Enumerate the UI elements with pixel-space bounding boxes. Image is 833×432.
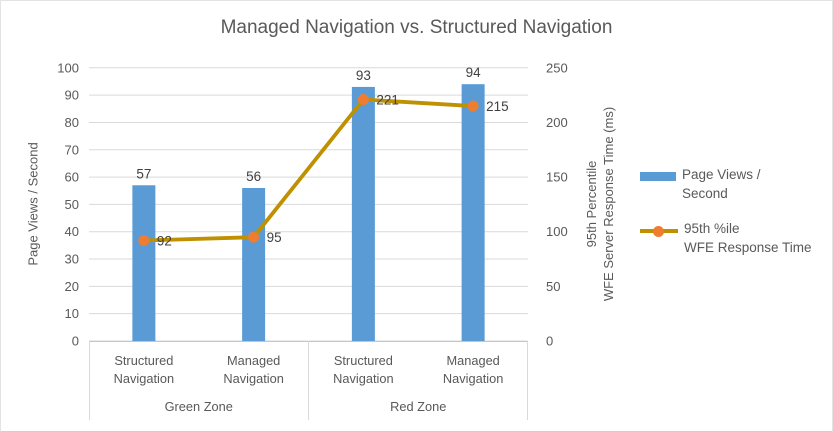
right-axis-tick-label: 0	[546, 334, 553, 349]
category-label: Structured Navigation	[333, 353, 393, 386]
left-axis-tick-label: 10	[65, 306, 79, 321]
line-data-label: 95	[267, 230, 282, 245]
right-axis-title: 95th Percentile WFE Server Response Time…	[583, 54, 617, 354]
right-axis-title-line1: 95th Percentile	[584, 160, 599, 248]
left-axis-tick-label: 70	[65, 142, 79, 157]
legend-entry-page-views: Page Views / Second	[640, 165, 761, 203]
bar-data-label: 93	[356, 68, 371, 83]
left-axis-tick-label: 0	[72, 334, 79, 349]
right-axis-title-line2: WFE Server Response Time (ms)	[601, 106, 616, 302]
bar-data-label: 57	[136, 166, 151, 181]
legend-label-line: Page Views /	[682, 167, 761, 182]
bar	[242, 188, 266, 341]
category-group-label: Green Zone	[165, 399, 233, 414]
category-label: Managed Navigation	[443, 353, 503, 386]
right-axis-tick-label: 250	[546, 60, 568, 75]
left-axis-tick-label: 40	[65, 224, 79, 239]
legend-label-line: WFE Response Time	[684, 240, 812, 255]
line-marker	[248, 231, 260, 243]
line-marker	[138, 234, 150, 246]
left-axis-tick-label: 20	[65, 279, 79, 294]
legend-label-page-views: Page Views / Second	[682, 165, 761, 203]
right-axis-tick-label: 100	[546, 224, 568, 239]
line-data-label: 92	[157, 233, 172, 248]
left-axis-tick-label: 60	[65, 170, 79, 185]
left-axis-tick-label: 50	[65, 197, 79, 212]
left-axis-title: Page Views / Second	[25, 142, 41, 266]
left-axis-tick-label: 80	[65, 115, 79, 130]
chart-title: Managed Navigation vs. Structured Naviga…	[220, 17, 613, 38]
line-data-label: 215	[486, 99, 509, 114]
line-marker	[357, 93, 369, 105]
legend-entry-response-time: 95th %ile WFE Response Time	[640, 219, 812, 257]
left-axis-tick-label: 30	[65, 252, 79, 267]
left-axis-tick-label: 100	[57, 60, 79, 75]
bar	[132, 185, 156, 341]
category-group-label: Red Zone	[390, 399, 446, 414]
legend-bar-swatch	[640, 172, 676, 181]
bar-data-label: 94	[466, 65, 482, 80]
bar	[461, 84, 485, 341]
legend-line-swatch	[640, 219, 678, 257]
bar	[351, 86, 375, 341]
legend-label-line: Second	[682, 186, 728, 201]
category-label: Structured Navigation	[114, 353, 174, 386]
left-axis-tick-label: 90	[65, 88, 79, 103]
line-series	[141, 97, 476, 243]
right-axis-tick-label: 150	[546, 170, 568, 185]
category-label: Managed Navigation	[223, 353, 283, 386]
bar-data-label: 56	[246, 169, 261, 184]
legend-label-response-time: 95th %ile WFE Response Time	[684, 219, 812, 257]
line-marker	[467, 100, 479, 112]
legend-line-marker-icon	[653, 225, 664, 237]
line-data-label: 221	[376, 92, 399, 107]
legend-label-line: 95th %ile	[684, 221, 740, 236]
right-axis-tick-label: 200	[546, 115, 568, 130]
right-axis-tick-label: 50	[546, 279, 560, 294]
